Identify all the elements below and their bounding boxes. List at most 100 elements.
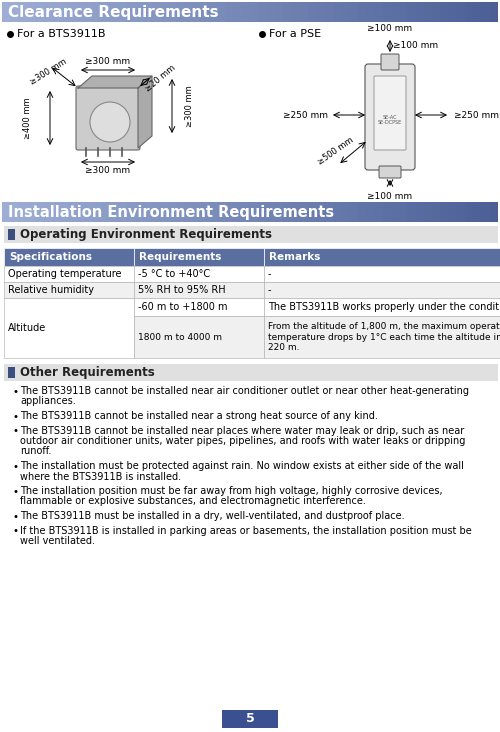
- Bar: [482, 202, 490, 222]
- Bar: [225, 2, 234, 22]
- Bar: [176, 202, 184, 222]
- Bar: [68, 202, 76, 222]
- Text: ≥100 mm: ≥100 mm: [368, 24, 412, 33]
- Bar: [4, 226, 498, 243]
- Bar: [76, 202, 84, 222]
- Bar: [374, 2, 382, 22]
- Bar: [358, 202, 366, 222]
- Bar: [234, 2, 241, 22]
- Bar: [482, 2, 490, 22]
- Bar: [168, 2, 175, 22]
- Bar: [490, 202, 498, 222]
- Bar: [292, 2, 300, 22]
- Bar: [168, 202, 175, 222]
- Bar: [424, 2, 432, 22]
- Text: The BTS3911B cannot be installed near places where water may leak or drip, such : The BTS3911B cannot be installed near pl…: [20, 425, 464, 436]
- Bar: [258, 202, 266, 222]
- Text: ≥250 mm: ≥250 mm: [454, 111, 499, 119]
- Text: The installation must be protected against rain. No window exists at either side: The installation must be protected again…: [20, 461, 464, 471]
- Bar: [473, 202, 482, 222]
- Bar: [264, 266, 500, 282]
- Bar: [264, 282, 500, 298]
- Text: •: •: [12, 462, 18, 472]
- Bar: [52, 202, 60, 222]
- Bar: [4, 364, 498, 381]
- Bar: [4, 248, 134, 266]
- Bar: [250, 202, 258, 222]
- Bar: [416, 202, 424, 222]
- Text: •: •: [12, 412, 18, 422]
- Text: ≥100 mm: ≥100 mm: [393, 42, 438, 51]
- Bar: [300, 2, 308, 22]
- Text: ≥100 mm: ≥100 mm: [368, 192, 412, 201]
- Bar: [10, 202, 18, 222]
- Bar: [4, 282, 134, 298]
- Bar: [208, 202, 217, 222]
- Bar: [374, 202, 382, 222]
- Bar: [316, 2, 324, 22]
- Bar: [2, 202, 10, 222]
- Bar: [250, 2, 258, 22]
- Bar: [184, 202, 192, 222]
- Bar: [208, 2, 217, 22]
- Bar: [366, 2, 374, 22]
- Bar: [84, 2, 93, 22]
- Bar: [440, 2, 448, 22]
- Bar: [283, 202, 292, 222]
- Bar: [159, 2, 168, 22]
- Bar: [473, 2, 482, 22]
- Text: flammable or explosive substances, and electromagnetic interference.: flammable or explosive substances, and e…: [20, 496, 366, 507]
- Text: Operating temperature: Operating temperature: [8, 269, 121, 279]
- Text: ≥300 mm: ≥300 mm: [28, 57, 68, 87]
- Text: -60 m to +1800 m: -60 m to +1800 m: [138, 302, 228, 312]
- Text: For a PSE: For a PSE: [269, 29, 321, 39]
- Text: The BTS3911B works properly under the condition.: The BTS3911B works properly under the co…: [268, 302, 500, 312]
- FancyBboxPatch shape: [374, 76, 406, 150]
- Text: where the BTS3911B is installed.: where the BTS3911B is installed.: [20, 471, 181, 482]
- Bar: [366, 202, 374, 222]
- FancyBboxPatch shape: [365, 64, 415, 170]
- Text: •: •: [12, 427, 18, 436]
- Bar: [192, 2, 200, 22]
- Bar: [234, 202, 241, 222]
- Bar: [151, 202, 159, 222]
- Bar: [52, 2, 60, 22]
- Bar: [264, 248, 500, 266]
- Bar: [399, 2, 407, 22]
- Text: ≥20 mm: ≥20 mm: [143, 63, 177, 93]
- Bar: [283, 2, 292, 22]
- Bar: [76, 2, 84, 22]
- Bar: [308, 2, 316, 22]
- Text: From the altitude of 1,800 m, the maximum operating
temperature drops by 1°C eac: From the altitude of 1,800 m, the maximu…: [268, 322, 500, 352]
- Text: well ventilated.: well ventilated.: [20, 536, 95, 546]
- Bar: [200, 2, 208, 22]
- Bar: [465, 2, 473, 22]
- Bar: [60, 2, 68, 22]
- Bar: [8, 229, 15, 240]
- Bar: [225, 202, 234, 222]
- Bar: [300, 202, 308, 222]
- Text: appliances.: appliances.: [20, 397, 76, 406]
- Bar: [432, 202, 440, 222]
- Bar: [84, 202, 93, 222]
- Bar: [101, 2, 110, 22]
- Bar: [110, 202, 118, 222]
- Bar: [44, 202, 52, 222]
- Text: -: -: [268, 269, 272, 279]
- Bar: [134, 266, 264, 282]
- Bar: [151, 2, 159, 22]
- Text: The BTS3911B cannot be installed near air conditioner outlet or near other heat-: The BTS3911B cannot be installed near ai…: [20, 386, 469, 396]
- Bar: [134, 316, 264, 358]
- FancyBboxPatch shape: [379, 166, 401, 178]
- Bar: [126, 202, 134, 222]
- Bar: [490, 2, 498, 22]
- Bar: [275, 2, 283, 22]
- Bar: [292, 202, 300, 222]
- Bar: [448, 202, 456, 222]
- Text: ≥500 mm: ≥500 mm: [316, 135, 356, 167]
- Bar: [332, 2, 341, 22]
- Bar: [118, 202, 126, 222]
- Text: Relative humidity: Relative humidity: [8, 285, 94, 295]
- Text: •: •: [12, 387, 18, 397]
- Text: SE-AC
SE-DCPSE: SE-AC SE-DCPSE: [378, 115, 402, 125]
